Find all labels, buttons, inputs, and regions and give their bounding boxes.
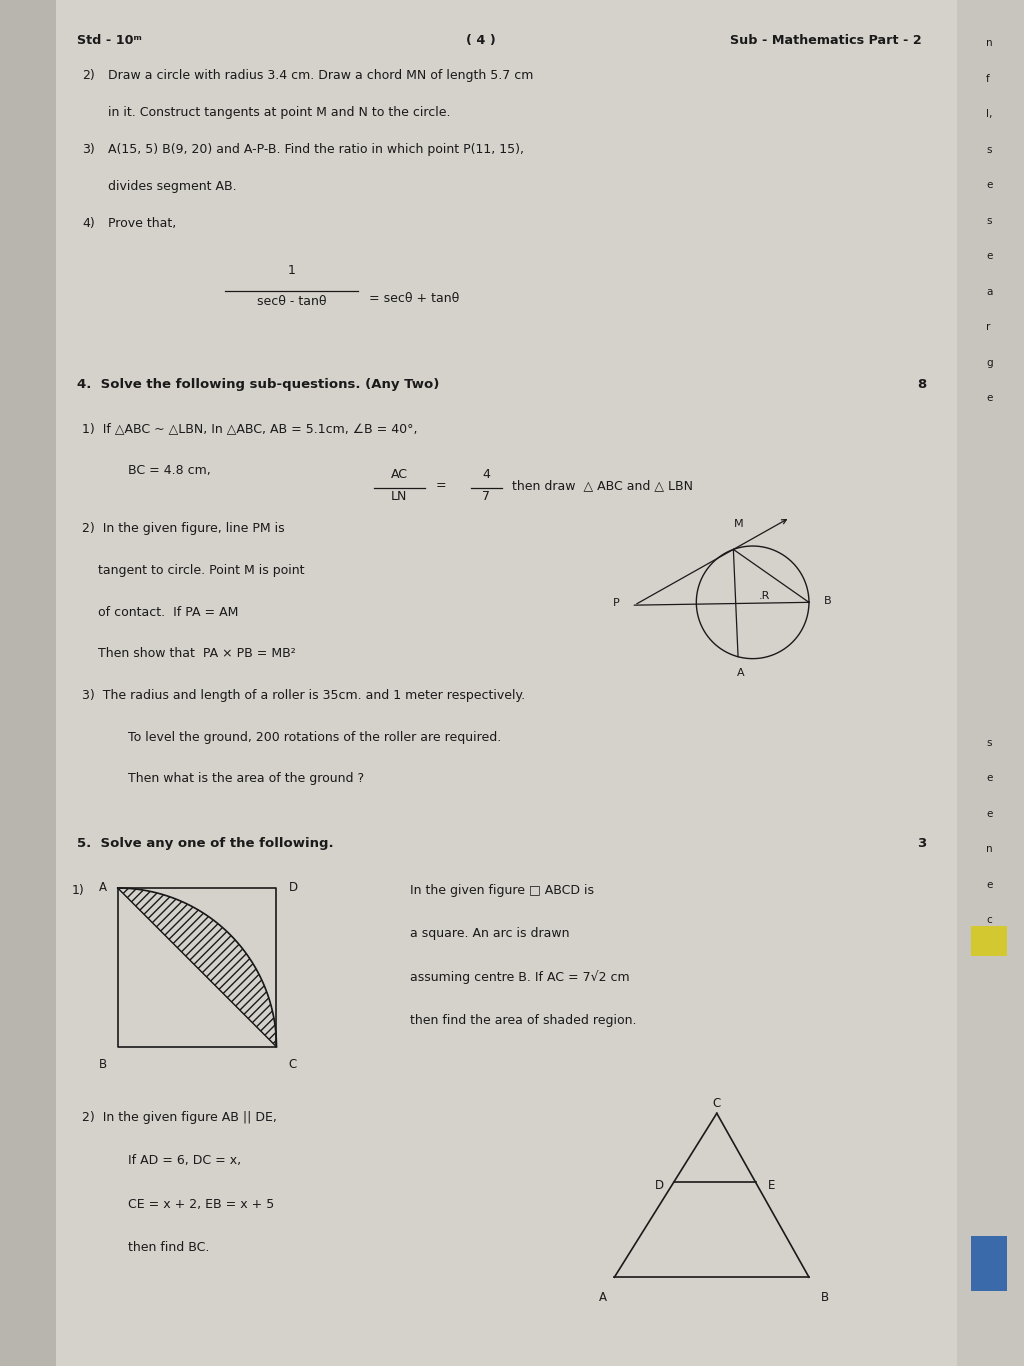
Text: A: A xyxy=(599,1291,607,1305)
Text: B: B xyxy=(99,1057,108,1071)
Text: r: r xyxy=(986,322,990,332)
Text: Std - 10ᵐ: Std - 10ᵐ xyxy=(77,34,141,48)
Text: 2)  In the given figure, line PM is: 2) In the given figure, line PM is xyxy=(82,522,285,535)
Text: divides segment AB.: divides segment AB. xyxy=(108,180,237,193)
Text: .R: .R xyxy=(759,591,771,601)
Text: n: n xyxy=(986,38,992,48)
Text: a: a xyxy=(986,287,992,296)
Text: ( 4 ): ( 4 ) xyxy=(466,34,497,48)
Text: B: B xyxy=(823,596,831,605)
Text: P: P xyxy=(612,598,620,608)
Text: In the given figure □ ABCD is: In the given figure □ ABCD is xyxy=(410,884,594,897)
Text: 1)  If △ABC ~ △LBN, In △ABC, AB = 5.1cm, ∠B = 40°,: 1) If △ABC ~ △LBN, In △ABC, AB = 5.1cm, … xyxy=(82,422,418,436)
Bar xyxy=(971,926,1007,956)
Text: E: E xyxy=(768,1179,775,1193)
Text: 1): 1) xyxy=(72,884,84,897)
Text: Sub - Mathematics Part - 2: Sub - Mathematics Part - 2 xyxy=(730,34,922,48)
Text: 3)  The radius and length of a roller is 35cm. and 1 meter respectively.: 3) The radius and length of a roller is … xyxy=(82,688,525,702)
Text: Prove that,: Prove that, xyxy=(108,217,176,229)
Text: C: C xyxy=(713,1097,721,1111)
Text: a square. An arc is drawn: a square. An arc is drawn xyxy=(410,928,569,940)
Text: = secθ + tanθ: = secθ + tanθ xyxy=(369,292,459,306)
Bar xyxy=(957,0,1024,1366)
Text: e: e xyxy=(986,393,992,403)
Text: BC = 4.8 cm,: BC = 4.8 cm, xyxy=(108,464,210,477)
Text: e: e xyxy=(986,180,992,190)
Text: tangent to circle. Point M is point: tangent to circle. Point M is point xyxy=(82,564,304,576)
Text: e: e xyxy=(986,773,992,783)
Text: A: A xyxy=(99,881,108,895)
Text: then find the area of shaded region.: then find the area of shaded region. xyxy=(410,1014,636,1027)
Text: g: g xyxy=(986,358,992,367)
Text: AC: AC xyxy=(391,467,408,481)
Text: 1: 1 xyxy=(288,264,296,277)
Text: =: = xyxy=(435,478,445,492)
Text: in it. Construct tangents at point M and N to the circle.: in it. Construct tangents at point M and… xyxy=(108,107,450,119)
Text: 2): 2) xyxy=(82,70,94,82)
Text: Then show that  PA × PB = MB²: Then show that PA × PB = MB² xyxy=(82,647,296,660)
Text: s: s xyxy=(986,216,991,225)
Text: Then what is the area of the ground ?: Then what is the area of the ground ? xyxy=(108,772,364,785)
Text: c: c xyxy=(986,915,992,925)
Text: 7: 7 xyxy=(482,490,490,503)
Text: 3): 3) xyxy=(82,143,94,156)
Text: B: B xyxy=(821,1291,829,1305)
Text: Draw a circle with radius 3.4 cm. Draw a chord MN of length 5.7 cm: Draw a circle with radius 3.4 cm. Draw a… xyxy=(108,70,532,82)
Text: 2)  In the given figure AB || DE,: 2) In the given figure AB || DE, xyxy=(82,1111,276,1124)
Text: LN: LN xyxy=(391,490,408,503)
Text: secθ - tanθ: secθ - tanθ xyxy=(257,295,327,309)
Text: 4): 4) xyxy=(82,217,94,229)
Text: 4.  Solve the following sub-questions. (Any Two): 4. Solve the following sub-questions. (A… xyxy=(77,377,439,391)
Text: CE = x + 2, EB = x + 5: CE = x + 2, EB = x + 5 xyxy=(108,1198,273,1210)
Text: n: n xyxy=(986,844,992,854)
Bar xyxy=(971,1236,1007,1291)
Text: D: D xyxy=(655,1179,665,1193)
Bar xyxy=(0,0,56,1366)
Text: e: e xyxy=(986,880,992,889)
Text: f: f xyxy=(986,74,990,83)
Text: A(15, 5) B(9, 20) and A-P-B. Find the ratio in which point P(11, 15),: A(15, 5) B(9, 20) and A-P-B. Find the ra… xyxy=(108,143,523,156)
Text: l,: l, xyxy=(986,109,992,119)
Text: s: s xyxy=(986,145,991,154)
Text: To level the ground, 200 rotations of the roller are required.: To level the ground, 200 rotations of th… xyxy=(108,731,501,743)
Text: s: s xyxy=(986,738,991,747)
Text: M: M xyxy=(733,519,743,530)
Text: then draw  △ ABC and △ LBN: then draw △ ABC and △ LBN xyxy=(512,478,693,492)
Text: 4: 4 xyxy=(482,467,490,481)
Text: e: e xyxy=(986,251,992,261)
Text: e: e xyxy=(986,809,992,818)
Text: assuming centre B. If AC = 7√2 cm: assuming centre B. If AC = 7√2 cm xyxy=(410,971,629,985)
Text: C: C xyxy=(289,1057,297,1071)
Text: 8: 8 xyxy=(918,377,927,391)
Text: 3: 3 xyxy=(918,836,927,850)
Text: If AD = 6, DC = x,: If AD = 6, DC = x, xyxy=(108,1154,241,1168)
Text: then find BC.: then find BC. xyxy=(108,1240,209,1254)
Text: of contact.  If PA = AM: of contact. If PA = AM xyxy=(82,605,239,619)
Text: 5.  Solve any one of the following.: 5. Solve any one of the following. xyxy=(77,836,334,850)
Text: A: A xyxy=(737,668,744,678)
Text: D: D xyxy=(289,881,298,895)
